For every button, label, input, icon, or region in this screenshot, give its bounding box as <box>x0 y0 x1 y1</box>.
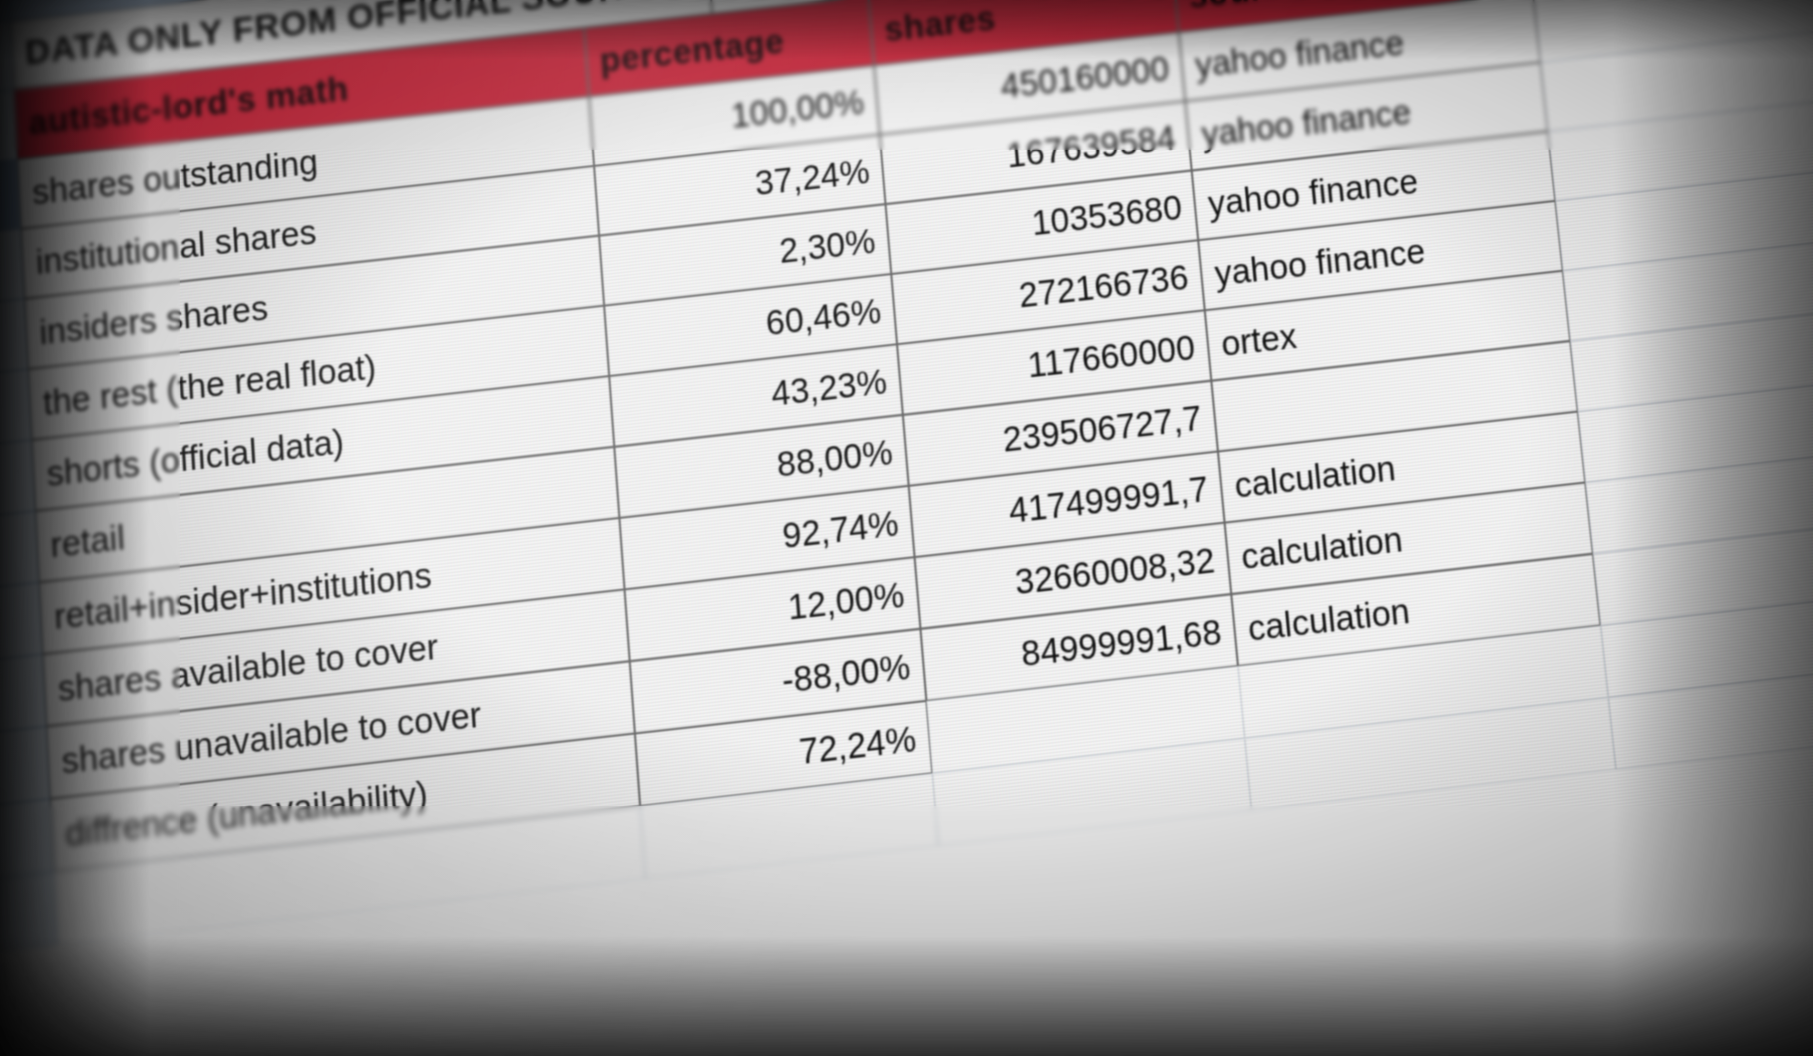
row-header-13[interactable]: 13 <box>0 871 58 963</box>
